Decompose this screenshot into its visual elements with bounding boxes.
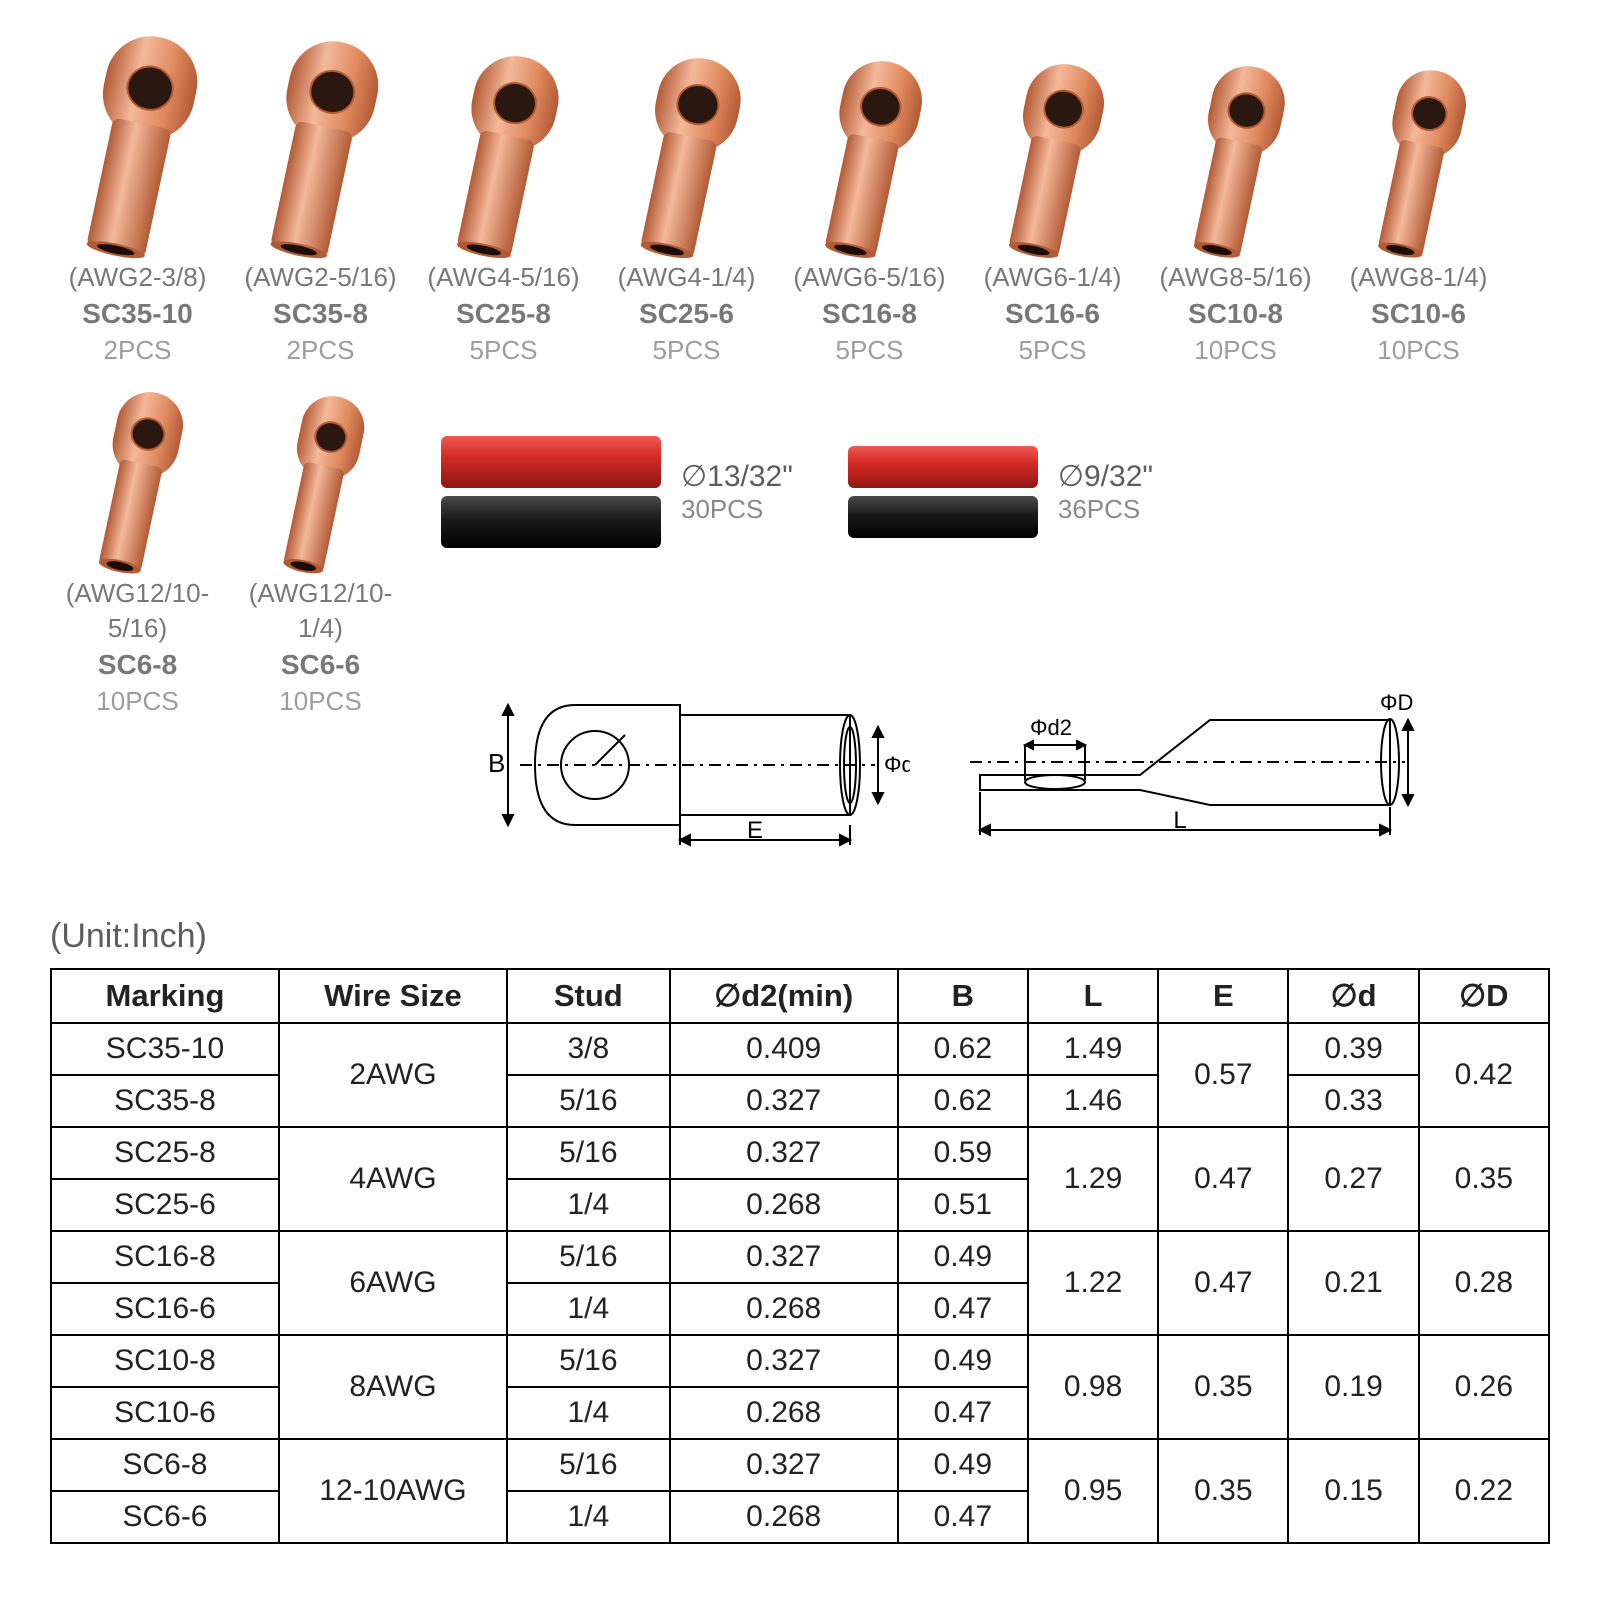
table-header: ∅D (1419, 969, 1549, 1023)
lug-awg: (AWG2-5/16) (244, 260, 396, 295)
dim-label-E: E (747, 817, 763, 844)
lug-qty: 2PCS (244, 333, 396, 368)
lug-qty: 10PCS (1350, 333, 1488, 368)
dim-label-D: ΦD (1380, 690, 1413, 715)
diagram-top-view: B Φd E (480, 680, 910, 850)
diagram-side-view: Φd2 ΦD L (950, 680, 1420, 850)
table-row: SC35-85/160.3270.621.460.33 (51, 1075, 1549, 1127)
heatshrink-tube-black (848, 496, 1038, 538)
dim-label-d: Φd (884, 752, 910, 777)
lug-qty: 5PCS (793, 333, 945, 368)
lug-qty: 5PCS (618, 333, 756, 368)
table-header: ∅d2(min) (670, 969, 898, 1023)
heatshrink-tube-black (441, 496, 661, 548)
lug-awg: (AWG12/10-5/16) (50, 576, 225, 646)
lug-awg: (AWG4-5/16) (427, 260, 579, 295)
lug-model: SC6-8 (50, 646, 225, 684)
lug-item: (AWG8-5/16) SC10-8 10PCS (1148, 60, 1323, 368)
table-header: L (1028, 969, 1158, 1023)
lug-awg: (AWG8-1/4) (1350, 260, 1488, 295)
lug-awg: (AWG4-1/4) (618, 260, 756, 295)
table-header: Wire Size (279, 969, 507, 1023)
lug-item: (AWG8-1/4) SC10-6 10PCS (1331, 64, 1506, 368)
table-row: SC6-812-10AWG5/160.3270.490.950.350.150.… (51, 1439, 1549, 1491)
lug-model: SC10-6 (1350, 295, 1488, 333)
lug-model: SC25-6 (618, 295, 756, 333)
heatshrink-tube-red (441, 436, 661, 488)
lug-item: (AWG4-5/16) SC25-8 5PCS (416, 50, 591, 368)
lug-awg: (AWG8-5/16) (1159, 260, 1311, 295)
lug-model: SC35-8 (244, 295, 396, 333)
lug-qty: 10PCS (1159, 333, 1311, 368)
table-row: SC25-84AWG5/160.3270.591.290.470.270.35 (51, 1127, 1549, 1179)
heatshrink-tube-red (848, 446, 1038, 488)
lug-item: (AWG12/10-1/4) SC6-6 10PCS (233, 390, 408, 719)
lug-row-1: (AWG2-3/8) SC35-10 2PCS (50, 30, 1550, 368)
table-row: SC35-102AWG3/80.4090.621.490.570.390.42 (51, 1023, 1549, 1075)
table-header: ∅d (1288, 969, 1418, 1023)
table-row: SC16-86AWG5/160.3270.491.220.470.210.28 (51, 1231, 1549, 1283)
heatshrink-qty: 36PCS (1058, 494, 1153, 525)
lug-item: (AWG12/10-5/16) SC6-8 10PCS (50, 386, 225, 719)
dimension-diagrams: B Φd E Φd2 ΦD L (480, 680, 1420, 850)
heatshrink-diameter: ∅9/32" (1058, 459, 1153, 494)
lug-qty: 5PCS (427, 333, 579, 368)
lug-awg: (AWG2-3/8) (69, 260, 207, 295)
lug-item: (AWG6-5/16) SC16-8 5PCS (782, 55, 957, 368)
lug-awg: (AWG6-5/16) (793, 260, 945, 295)
table-header: B (898, 969, 1028, 1023)
lug-model: SC35-10 (69, 295, 207, 333)
heatshrink-group: ∅13/32" 30PCS (416, 436, 823, 548)
lug-model: SC25-8 (427, 295, 579, 333)
unit-label: (Unit:Inch) (50, 917, 1550, 956)
lug-model: SC16-6 (984, 295, 1122, 333)
table-header: Marking (51, 969, 279, 1023)
lug-model: SC16-8 (793, 295, 945, 333)
lug-model: SC10-8 (1159, 295, 1311, 333)
lug-awg: (AWG6-1/4) (984, 260, 1122, 295)
heatshrink-diameter: ∅13/32" (681, 459, 793, 494)
lug-item: (AWG4-1/4) SC25-6 5PCS (599, 52, 774, 368)
lug-item: (AWG6-1/4) SC16-6 5PCS (965, 58, 1140, 368)
lug-qty: 2PCS (69, 333, 207, 368)
dim-label-d2: Φd2 (1030, 715, 1072, 740)
lug-row-2: (AWG12/10-5/16) SC6-8 10PCS (50, 386, 1550, 719)
lug-qty: 10PCS (233, 684, 408, 719)
table-row: SC10-88AWG5/160.3270.490.980.350.190.26 (51, 1335, 1549, 1387)
table-header: Stud (507, 969, 670, 1023)
lug-model: SC6-6 (233, 646, 408, 684)
lug-item: (AWG2-3/8) SC35-10 2PCS (50, 30, 225, 368)
table-header: E (1158, 969, 1288, 1023)
spec-table: MarkingWire SizeStud∅d2(min)BLE∅d∅D SC35… (50, 968, 1550, 1544)
lug-item: (AWG2-5/16) SC35-8 2PCS (233, 35, 408, 368)
heatshrink-group: ∅9/32" 36PCS (823, 446, 1183, 538)
heatshrink-qty: 30PCS (681, 494, 793, 525)
lug-qty: 10PCS (50, 684, 225, 719)
dim-label-B: B (488, 748, 505, 778)
dim-label-L: L (1173, 807, 1186, 834)
lug-awg: (AWG12/10-1/4) (233, 576, 408, 646)
lug-qty: 5PCS (984, 333, 1122, 368)
